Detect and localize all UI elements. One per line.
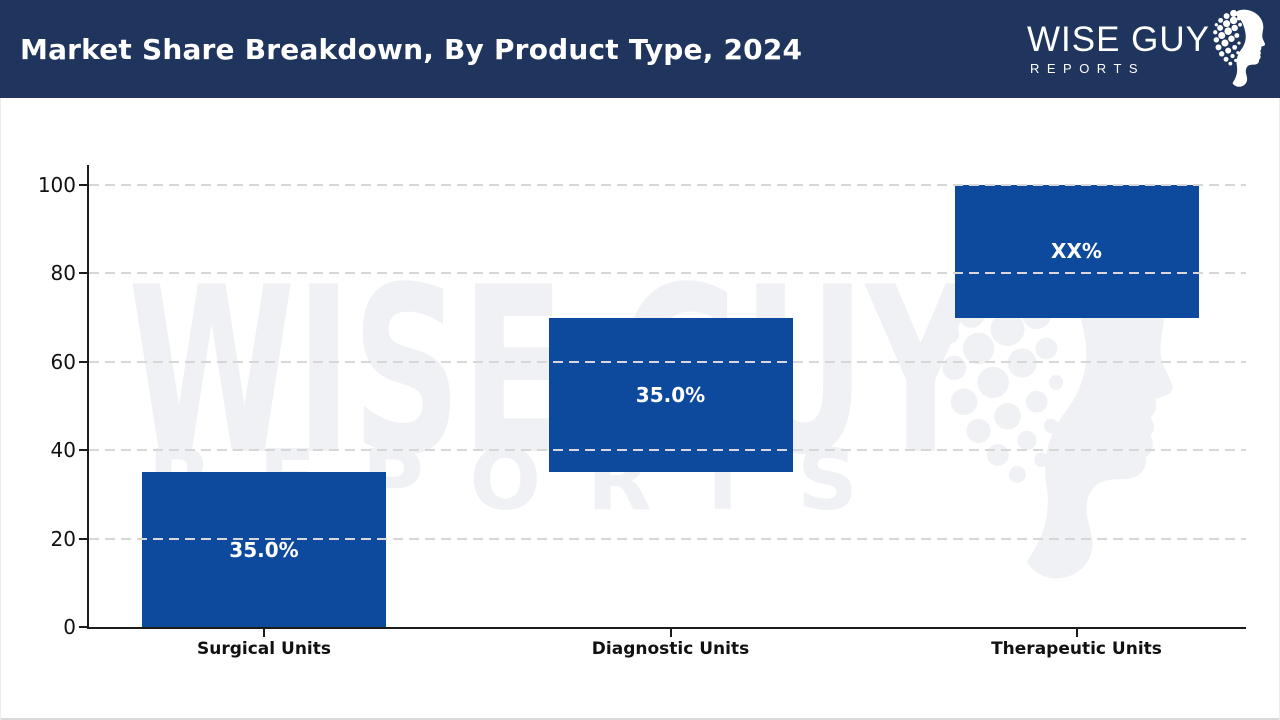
x-tick-label: Diagnostic Units bbox=[591, 639, 750, 659]
y-tick-mark bbox=[79, 360, 87, 363]
wise-guy-logo: WISE GUY REPORTS bbox=[1027, 6, 1266, 92]
logo-brand-sub: REPORTS bbox=[1029, 61, 1146, 76]
y-tick-mark bbox=[79, 184, 87, 186]
logo-brand-name: WISE GUY bbox=[1026, 20, 1210, 59]
y-tick-label: 40 bbox=[50, 438, 76, 463]
y-tick-mark bbox=[79, 626, 87, 628]
y-tick-label: 0 bbox=[63, 615, 76, 639]
y-tick-mark bbox=[79, 272, 87, 275]
page-border-left bbox=[0, 98, 1, 720]
bar: 35.0% bbox=[142, 472, 386, 627]
header-bar: Market Share Breakdown, By Product Type,… bbox=[0, 0, 1280, 98]
x-axis bbox=[87, 627, 1246, 629]
x-tick-label: Surgical Units bbox=[197, 639, 331, 659]
x-tick-mark bbox=[263, 629, 265, 637]
gridline bbox=[89, 272, 1246, 275]
bar-value-label: 35.0% bbox=[229, 537, 299, 562]
gridline bbox=[89, 184, 1246, 186]
x-tick-mark bbox=[1075, 629, 1078, 637]
y-tick-label: 100 bbox=[37, 173, 76, 197]
y-axis bbox=[87, 165, 89, 629]
bar-value-label: XX% bbox=[1051, 239, 1102, 264]
x-tick-label: Therapeutic Units bbox=[991, 639, 1162, 659]
page-border-bottom bbox=[0, 718, 1280, 720]
y-tick-label: 20 bbox=[50, 526, 76, 551]
y-tick-label: 60 bbox=[50, 349, 76, 374]
y-tick-label: 80 bbox=[50, 261, 76, 286]
bar: XX% bbox=[954, 185, 1199, 318]
y-tick-mark bbox=[79, 449, 87, 452]
bar-value-label: 35.0% bbox=[635, 382, 706, 407]
gridline bbox=[89, 360, 1246, 363]
gridline bbox=[89, 537, 1246, 540]
bar: 35.0% bbox=[548, 317, 793, 473]
y-tick-mark bbox=[79, 537, 87, 540]
gridline bbox=[89, 449, 1246, 452]
x-tick-mark bbox=[669, 629, 672, 637]
logo-text: WISE GUY REPORTS bbox=[1027, 22, 1210, 76]
page-title: Market Share Breakdown, By Product Type,… bbox=[20, 32, 803, 66]
